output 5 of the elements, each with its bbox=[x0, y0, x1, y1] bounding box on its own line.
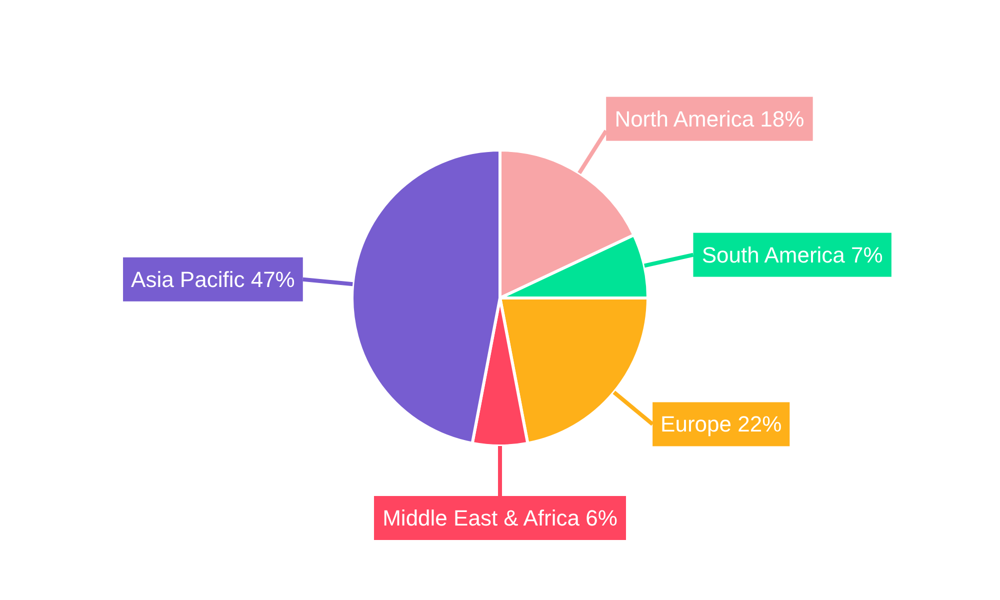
slice-label: Europe 22% bbox=[660, 412, 782, 437]
slice-label: Middle East & Africa 6% bbox=[382, 506, 618, 530]
slice-label: North America 18% bbox=[614, 106, 804, 132]
slice-label: Asia Pacific 47% bbox=[131, 266, 295, 292]
slice-label: South America 7% bbox=[702, 242, 883, 268]
